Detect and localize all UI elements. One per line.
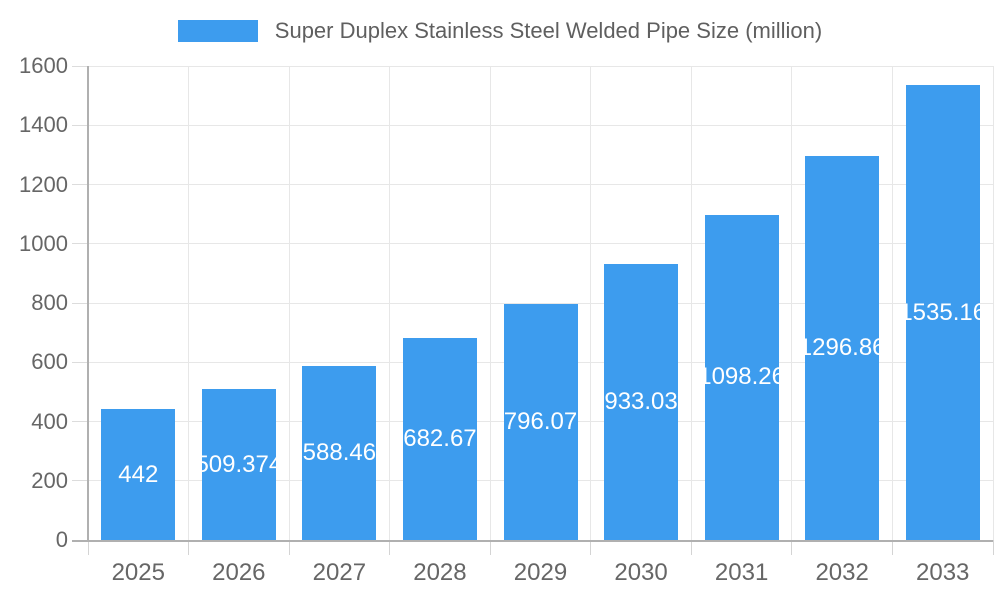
bar: 933.03	[604, 263, 679, 540]
x-axis-tick	[992, 540, 994, 555]
y-gridline	[88, 65, 993, 67]
x-axis-tick	[489, 540, 491, 555]
x-axis-tick	[791, 540, 793, 555]
y-axis-tick	[72, 243, 88, 245]
x-axis-label: 2030	[614, 559, 668, 586]
x-axis-tick	[891, 540, 893, 555]
y-axis-label: 1600	[19, 53, 68, 78]
x-axis-tick	[288, 540, 290, 555]
y-gridline	[88, 302, 993, 304]
legend-swatch-icon	[177, 20, 258, 42]
bar: 509.374	[201, 389, 276, 540]
legend-label: Super Duplex Stainless Steel Welded Pipe…	[274, 18, 823, 43]
bar-value-label: 442	[118, 460, 159, 488]
bar: 1296.86	[805, 155, 880, 540]
bar: 442	[101, 409, 176, 540]
x-axis-label: 2032	[815, 559, 869, 586]
legend-item[interactable]: Super Duplex Stainless Steel Welded Pipe…	[177, 18, 823, 44]
x-axis-tick	[590, 540, 592, 555]
x-gridline	[992, 66, 994, 540]
bar: 682.67	[402, 337, 477, 540]
x-axis-label: 2027	[312, 559, 367, 586]
bar-value-label: 682.67	[403, 424, 477, 452]
x-gridline	[791, 66, 793, 540]
bar: 796.07	[503, 304, 578, 540]
y-gridline	[88, 184, 993, 185]
y-axis-tick	[72, 361, 88, 363]
y-axis-tick	[72, 480, 88, 482]
x-axis-tick	[389, 540, 391, 555]
bar: 1098.26	[704, 214, 779, 540]
y-axis-tick	[72, 421, 88, 422]
y-gridline	[88, 243, 993, 245]
y-axis-label: 200	[31, 467, 68, 493]
x-gridline	[188, 66, 190, 540]
x-axis-label: 2029	[513, 559, 568, 586]
bar-value-label: 1535.16	[905, 298, 980, 326]
x-axis-label: 2026	[212, 559, 266, 586]
x-axis-tick	[188, 540, 190, 555]
bar-value-label: 1098.26	[704, 363, 779, 391]
y-axis-tick	[72, 302, 88, 304]
y-axis-label: 1400	[19, 112, 68, 138]
x-gridline	[891, 66, 893, 540]
bar: 1535.16	[905, 85, 980, 540]
x-gridline	[590, 66, 592, 540]
x-gridline	[389, 66, 391, 540]
x-axis-label: 2028	[413, 559, 467, 586]
bar-value-label: 796.07	[503, 408, 578, 436]
bar: 588.46	[302, 365, 377, 540]
x-axis-tick	[690, 540, 692, 555]
x-axis-line	[72, 540, 993, 542]
x-axis-tick	[87, 540, 89, 555]
x-gridline	[288, 66, 290, 540]
x-axis-label: 2025	[111, 559, 165, 586]
x-axis-label: 2031	[714, 559, 769, 586]
bar-value-label: 933.03	[604, 387, 678, 415]
y-axis-label: 400	[31, 408, 68, 434]
x-gridline	[690, 66, 692, 540]
y-axis-label: 0	[55, 527, 68, 552]
y-axis-label: 600	[31, 349, 68, 375]
y-axis-label: 800	[31, 290, 68, 315]
x-gridline	[489, 66, 491, 540]
chart-legend: Super Duplex Stainless Steel Welded Pipe…	[0, 18, 1000, 44]
y-axis-tick	[72, 184, 88, 185]
bar-value-label: 588.46	[302, 438, 377, 466]
x-axis-label: 2033	[916, 559, 970, 586]
y-axis-tick	[72, 65, 88, 67]
y-axis-label: 1200	[19, 171, 68, 197]
y-gridline	[88, 124, 993, 126]
bar-value-label: 1296.86	[805, 333, 880, 361]
y-axis-label: 1000	[19, 230, 68, 256]
bar-value-label: 509.374	[201, 450, 276, 478]
y-axis-line	[87, 66, 89, 541]
y-axis-tick	[72, 124, 88, 126]
